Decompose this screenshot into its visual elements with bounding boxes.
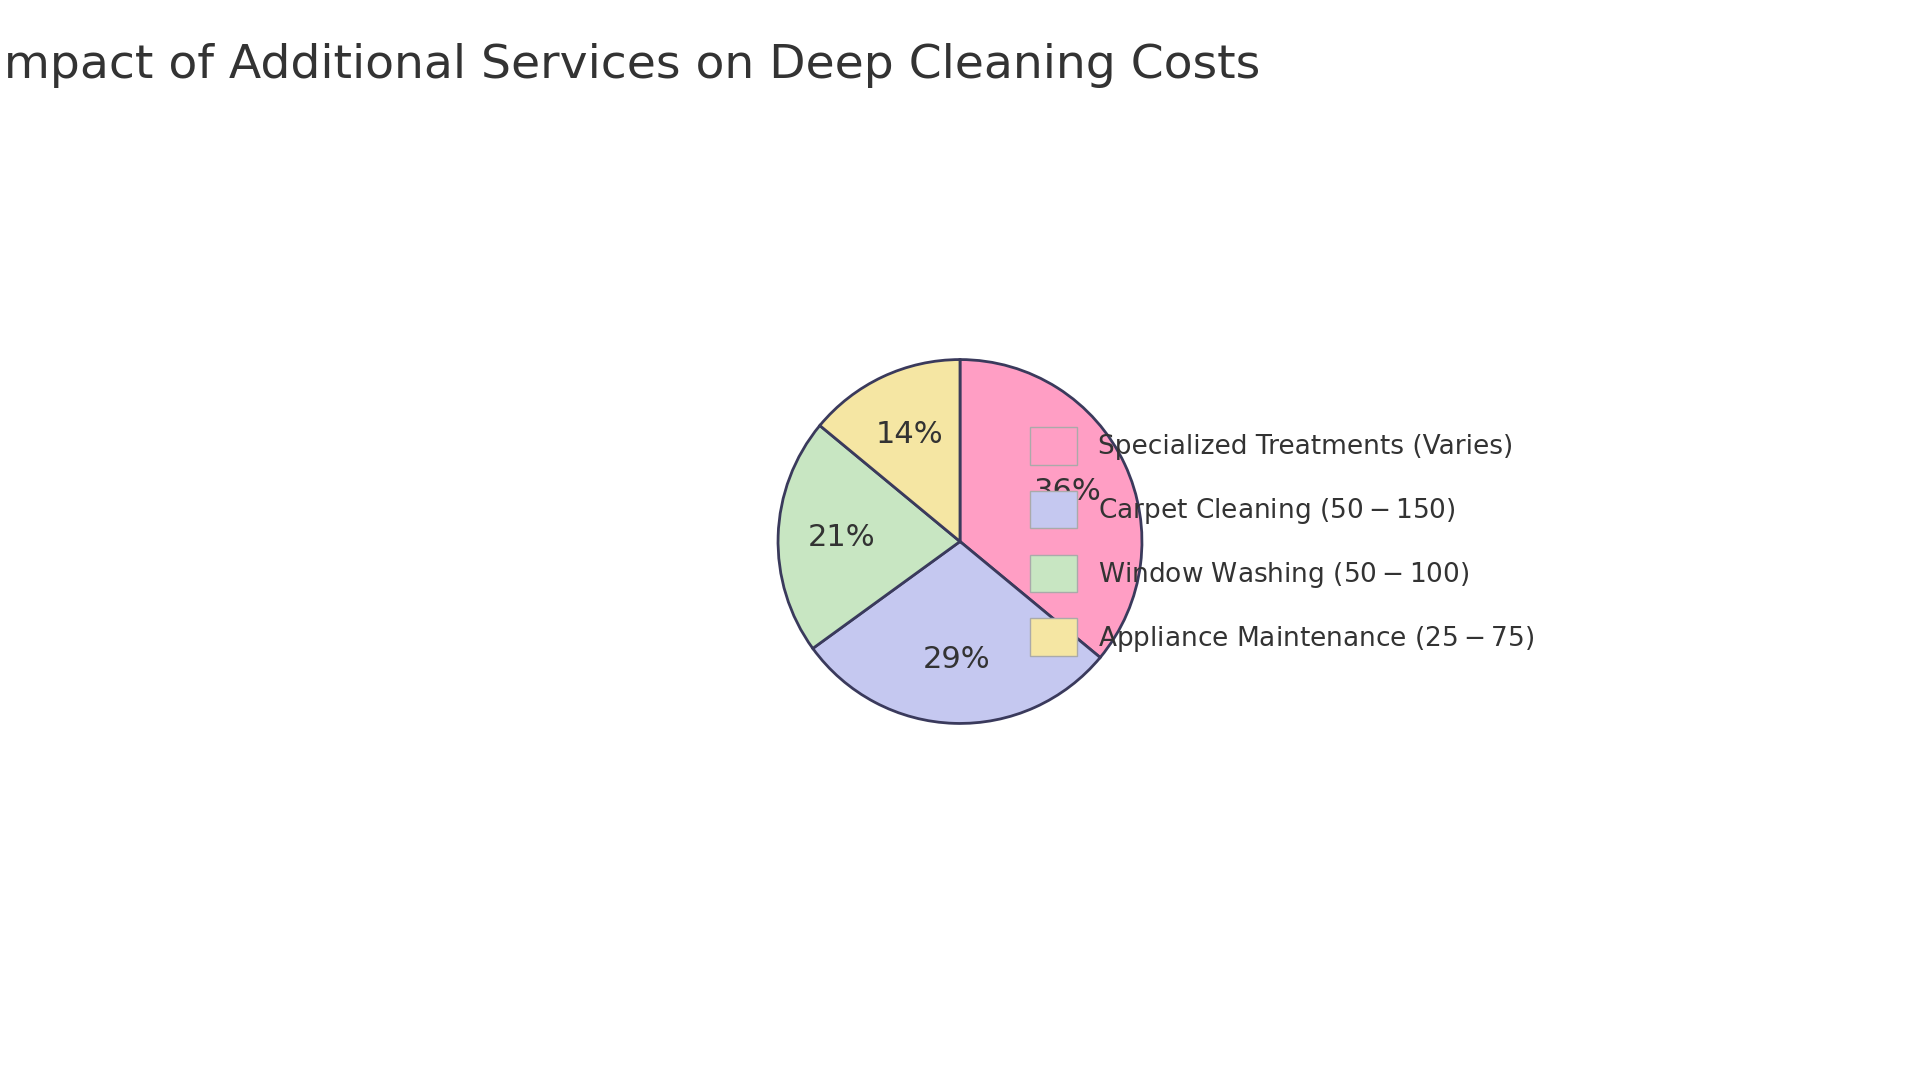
Wedge shape	[812, 542, 1100, 723]
Legend: Specialized Treatments (Varies), Carpet Cleaning ($50 - $150), Window Washing ($: Specialized Treatments (Varies), Carpet …	[1016, 414, 1548, 669]
Text: 36%: 36%	[1033, 477, 1100, 506]
Text: 14%: 14%	[876, 420, 943, 449]
Wedge shape	[820, 360, 960, 542]
Wedge shape	[960, 360, 1142, 657]
Text: 21%: 21%	[808, 523, 876, 552]
Wedge shape	[778, 426, 960, 649]
Text: Impact of Additional Services on Deep Cleaning Costs: Impact of Additional Services on Deep Cl…	[0, 43, 1261, 89]
Text: 29%: 29%	[922, 645, 991, 675]
